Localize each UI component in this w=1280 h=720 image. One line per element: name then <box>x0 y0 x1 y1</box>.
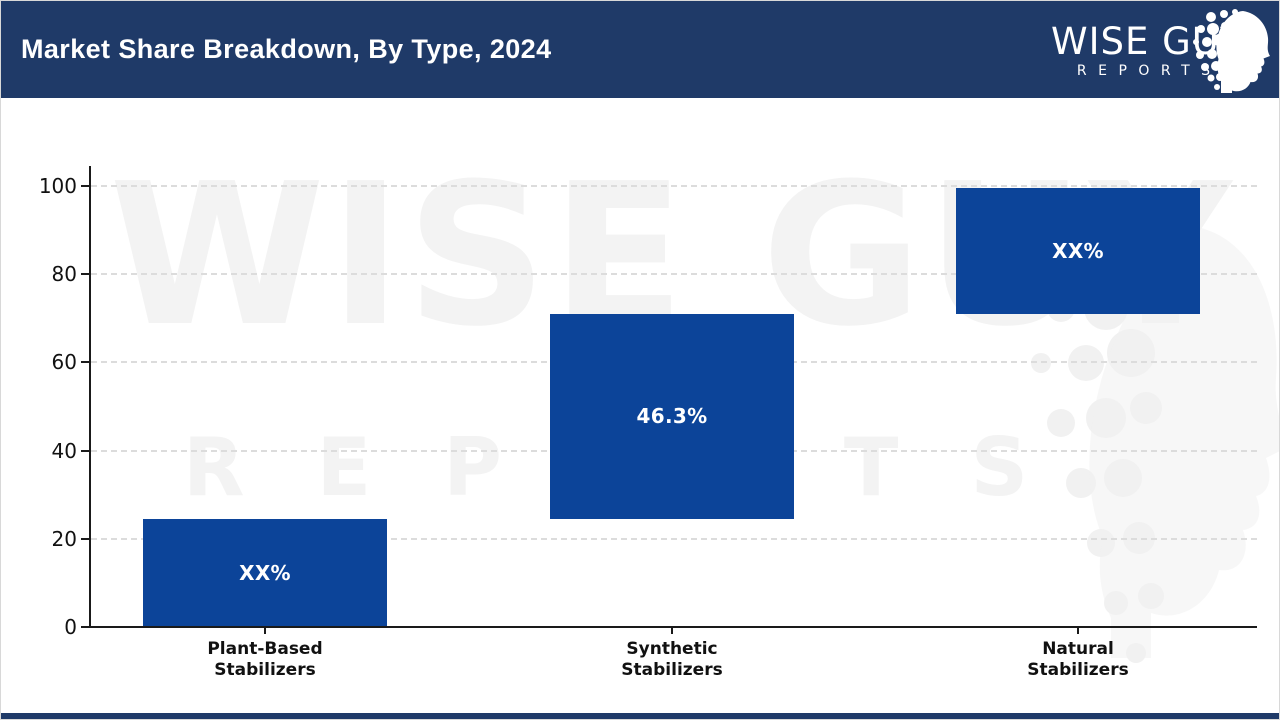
x-tick-plant-based-stabilizers <box>264 627 266 634</box>
bar-value-label-synthetic-stabilizers: 46.3% <box>636 404 708 429</box>
header: Market Share Breakdown, By Type, 2024 WI… <box>1 1 1279 98</box>
y-tick-label-100: 100 <box>38 174 77 198</box>
footer-strip <box>1 713 1279 719</box>
chart-title: Market Share Breakdown, By Type, 2024 <box>21 34 552 64</box>
gridline-20 <box>91 537 1257 540</box>
y-tick-80 <box>81 273 89 276</box>
y-tick-20 <box>81 537 89 540</box>
y-tick-label-40: 40 <box>51 438 77 463</box>
y-tick-label-80: 80 <box>51 262 77 287</box>
y-tick-label-20: 20 <box>51 526 77 551</box>
x-tick-synthetic-stabilizers <box>671 627 673 634</box>
y-tick-100 <box>81 185 89 187</box>
gridline-100 <box>91 185 1257 187</box>
plot-area: WISE GUY REPORTS 020406080100XX%Plant-Ba… <box>1 98 1279 715</box>
y-tick-label-0: 0 <box>64 615 77 639</box>
x-category-label-natural-stabilizers: Natural Stabilizers <box>1027 639 1129 680</box>
x-category-label-synthetic-stabilizers: Synthetic Stabilizers <box>621 639 723 680</box>
y-axis-line <box>89 166 91 627</box>
y-tick-40 <box>81 449 89 452</box>
y-tick-60 <box>81 361 89 364</box>
bar-synthetic-stabilizers: 46.3% <box>550 314 794 519</box>
x-axis-line <box>89 626 1257 628</box>
wiseguy-head-icon <box>1193 9 1270 93</box>
y-tick-0 <box>81 626 89 628</box>
logo-subtitle: REPORTS <box>1076 63 1222 79</box>
y-tick-label-60: 60 <box>51 350 77 375</box>
bar-value-label-plant-based-stabilizers: XX% <box>239 560 291 585</box>
gridline-80 <box>91 273 1257 276</box>
wiseguy-logo: WISE GUY REPORTS <box>1023 7 1273 93</box>
bar-plant-based-stabilizers: XX% <box>143 518 387 627</box>
bar-value-label-natural-stabilizers: XX% <box>1052 239 1104 264</box>
bar-natural-stabilizers: XX% <box>956 187 1200 315</box>
x-tick-natural-stabilizers <box>1077 627 1079 634</box>
x-category-label-plant-based-stabilizers: Plant-Based Stabilizers <box>207 639 323 680</box>
